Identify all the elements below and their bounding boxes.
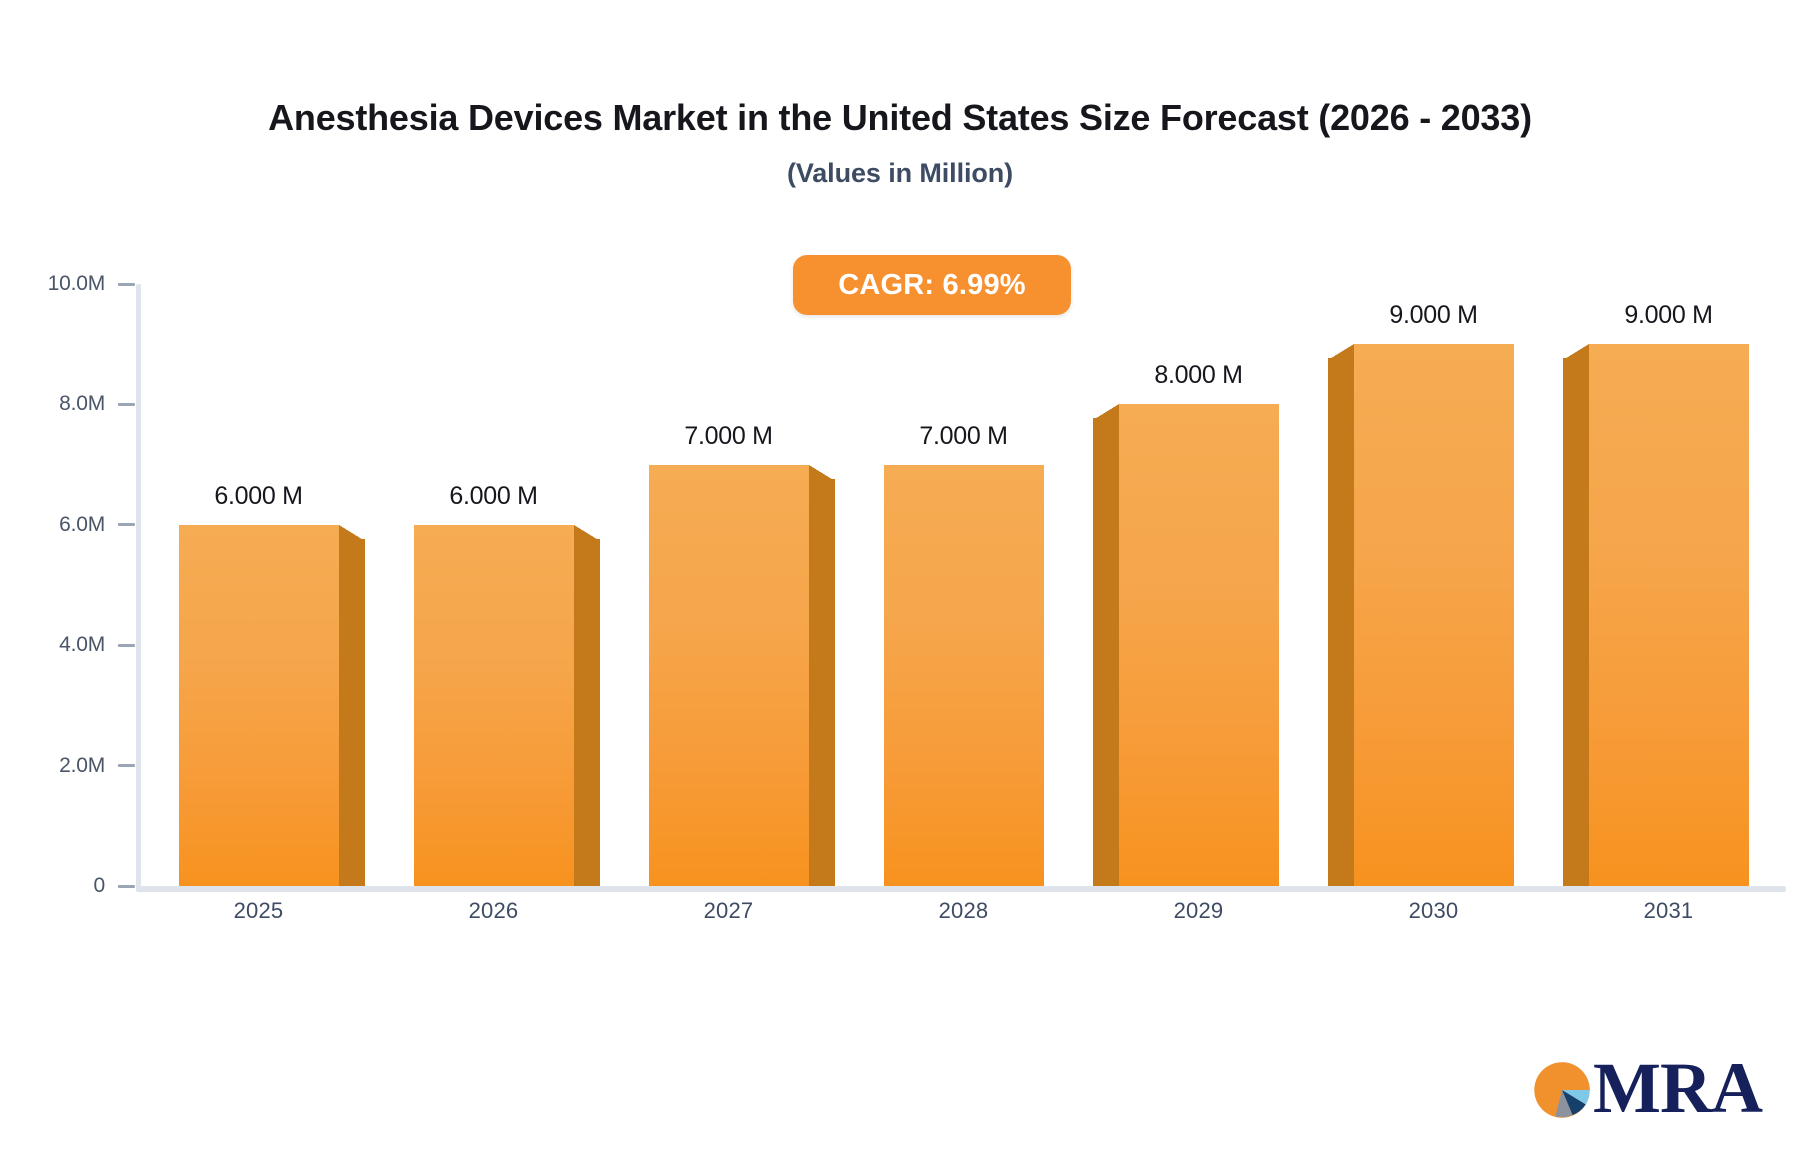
logo-wordmark: MRA [1593,1048,1763,1128]
bar-value-label: 6.000 M [214,481,303,510]
bar-front-face [883,464,1044,886]
y-axis-tick-label: 2.0M [59,753,105,777]
bar-top-bevel [573,524,600,541]
bar[interactable]: 7.000 M [648,422,835,886]
bar-top-bevel [1327,344,1354,361]
y-axis-tick: 0 [94,874,135,898]
x-axis: 2025 2026 2027 2028 2029 2030 2031 [141,898,1786,948]
bar-value-label: 9.000 M [1624,301,1713,330]
x-axis-tick-label: 2029 [1173,898,1224,923]
bar-column[interactable]: 7.000 M [883,284,1044,886]
bar-front-face [178,524,339,886]
bar[interactable]: 7.000 M [883,422,1044,886]
bar[interactable]: 6.000 M [178,482,365,886]
y-axis-tick-mark [118,523,135,527]
bar-side-face [808,478,835,886]
bar-value-label: 7.000 M [919,421,1008,450]
bar-top-bevel [808,464,835,481]
bar-front-face [413,524,574,886]
y-axis-tick-label: 6.0M [59,512,105,536]
bar[interactable]: 6.000 M [413,482,600,886]
x-axis-tick-label: 2030 [1408,898,1459,923]
bar-column[interactable]: 8.000 M [1092,284,1279,886]
bar-value-label: 6.000 M [449,481,538,510]
bar-column[interactable]: 7.000 M [648,284,835,886]
y-axis-tick-mark [118,402,135,406]
bar-front-face [1588,344,1749,886]
y-axis-tick-label: 0 [93,874,106,897]
y-axis-spine [136,284,141,890]
y-axis-tick-mark [118,282,135,286]
bar-column[interactable]: 9.000 M [1562,284,1749,886]
y-axis-tick-mark [118,884,135,888]
bar-column[interactable]: 6.000 M [413,284,600,886]
bar-column[interactable]: 9.000 M [1327,284,1514,886]
bar-front-face [648,464,809,886]
bar-series: 6.000 M 6.000 M 7.000 M 7.000 M 8.000 M 9.000… [141,284,1786,886]
cagr-badge-label: CAGR: 6.99% [838,268,1026,301]
bar-side-face [573,538,600,886]
y-axis-tick: 10.0M [48,272,135,296]
y-axis-tick-label: 10.0M [47,272,106,295]
x-axis-tick-label: 2026 [468,898,519,923]
x-axis-tick-label: 2031 [1643,898,1694,923]
chart-header: Anesthesia Devices Market in the United … [0,0,1800,189]
mra-logo: MRA [1529,1048,1763,1128]
bar-side-face [338,538,365,886]
pie-chart-icon [1534,1062,1590,1118]
bar-value-label: 9.000 M [1389,301,1478,330]
bar-top-bevel [1562,344,1589,361]
bar-top-bevel [338,524,365,541]
y-axis-tick: 6.0M [59,513,135,537]
y-axis-tick-label: 4.0M [59,633,105,657]
bar-column[interactable]: 6.000 M [178,284,365,886]
y-axis-tick: 2.0M [59,754,135,778]
x-axis-tick-label: 2025 [233,898,284,923]
bar[interactable]: 9.000 M [1562,301,1749,886]
x-axis-tick-label: 2028 [938,898,989,923]
bar[interactable]: 9.000 M [1327,301,1514,886]
y-axis: 0 2.0M 4.0M 6.0M 8.0M 10.0M [0,0,135,1156]
bar-value-label: 7.000 M [684,421,773,450]
bar-top-bevel [1092,404,1119,421]
bar[interactable]: 8.000 M [1092,361,1279,886]
chart-subtitle: (Values in Million) [786,157,1014,188]
x-axis-tick-label: 2027 [703,898,754,923]
bar-front-face [1353,344,1514,886]
bar-side-face [1092,418,1119,886]
bar-side-face [1327,358,1354,886]
bar-value-label: 8.000 M [1154,361,1243,390]
x-axis-baseline [136,886,1786,892]
bar-front-face [1118,404,1279,886]
y-axis-tick: 4.0M [59,633,135,657]
y-axis-tick-mark [118,764,135,768]
y-axis-tick-mark [118,643,135,647]
bar-side-face [1562,358,1589,886]
page-title: Anesthesia Devices Market in the United … [268,97,1532,138]
y-axis-tick-label: 8.0M [59,392,105,416]
y-axis-tick: 8.0M [59,392,135,416]
cagr-badge: CAGR: 6.99% [793,255,1071,315]
